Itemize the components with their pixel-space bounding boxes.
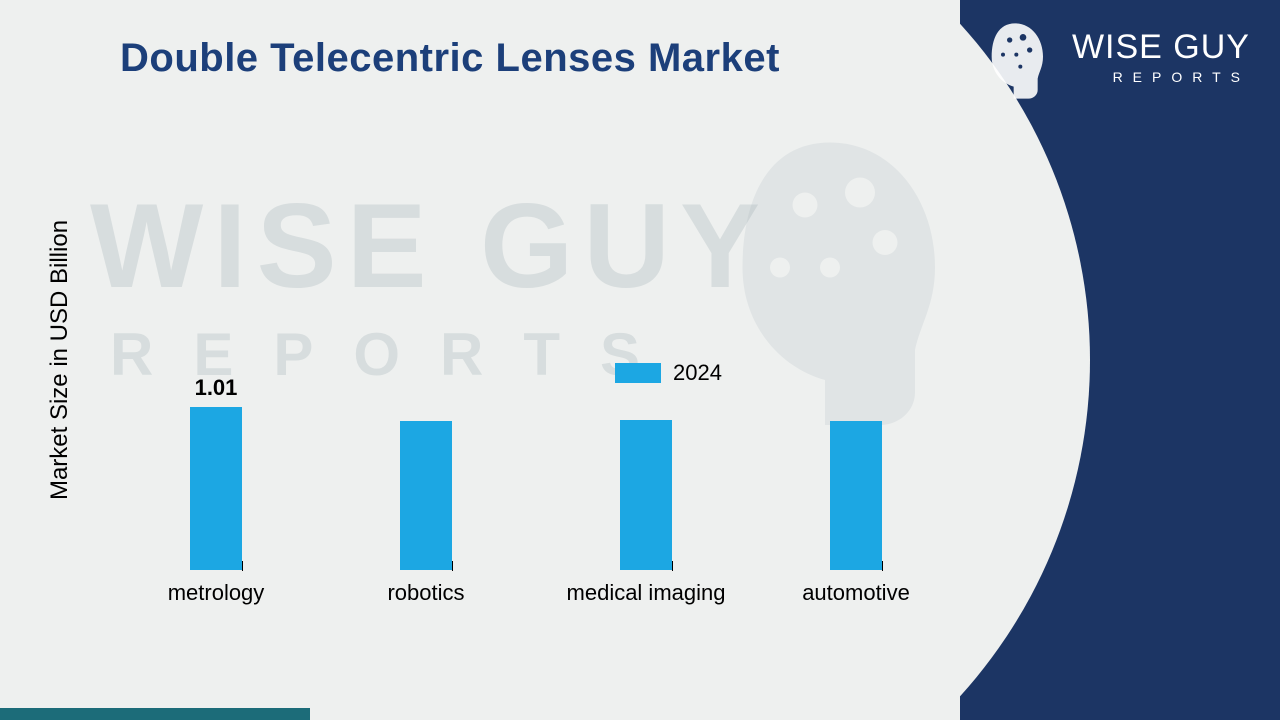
logo-sub-text: REPORTS — [1072, 69, 1250, 85]
legend: 2024 — [615, 360, 722, 386]
x-tick — [672, 561, 673, 571]
category-label: automotive — [766, 580, 946, 606]
legend-swatch — [615, 363, 661, 383]
accent-bar — [0, 708, 310, 720]
category-label: medical imaging — [556, 580, 736, 606]
logo-main-text: WISE GUY — [1072, 28, 1250, 67]
bar — [400, 421, 452, 570]
brand-panel — [960, 0, 1280, 720]
bar — [620, 420, 672, 570]
x-tick — [882, 561, 883, 571]
category-label: robotics — [336, 580, 516, 606]
value-label: 1.01 — [195, 375, 238, 401]
y-axis-label: Market Size in USD Billion — [46, 220, 74, 500]
category-label: metrology — [126, 580, 306, 606]
x-tick — [242, 561, 243, 571]
logo-head-icon — [980, 20, 1050, 100]
brand-logo: WISE GUY REPORTS — [1072, 28, 1250, 85]
chart-title: Double Telecentric Lenses Market — [120, 36, 780, 81]
chart-canvas: WISE GUY REPORTS Double Telecentric Lens… — [0, 0, 1280, 720]
plot-area: metrology1.01roboticsmedical imagingauto… — [130, 150, 950, 570]
x-tick — [452, 561, 453, 571]
legend-label: 2024 — [673, 360, 722, 386]
bar — [190, 407, 242, 570]
bar — [830, 421, 882, 570]
